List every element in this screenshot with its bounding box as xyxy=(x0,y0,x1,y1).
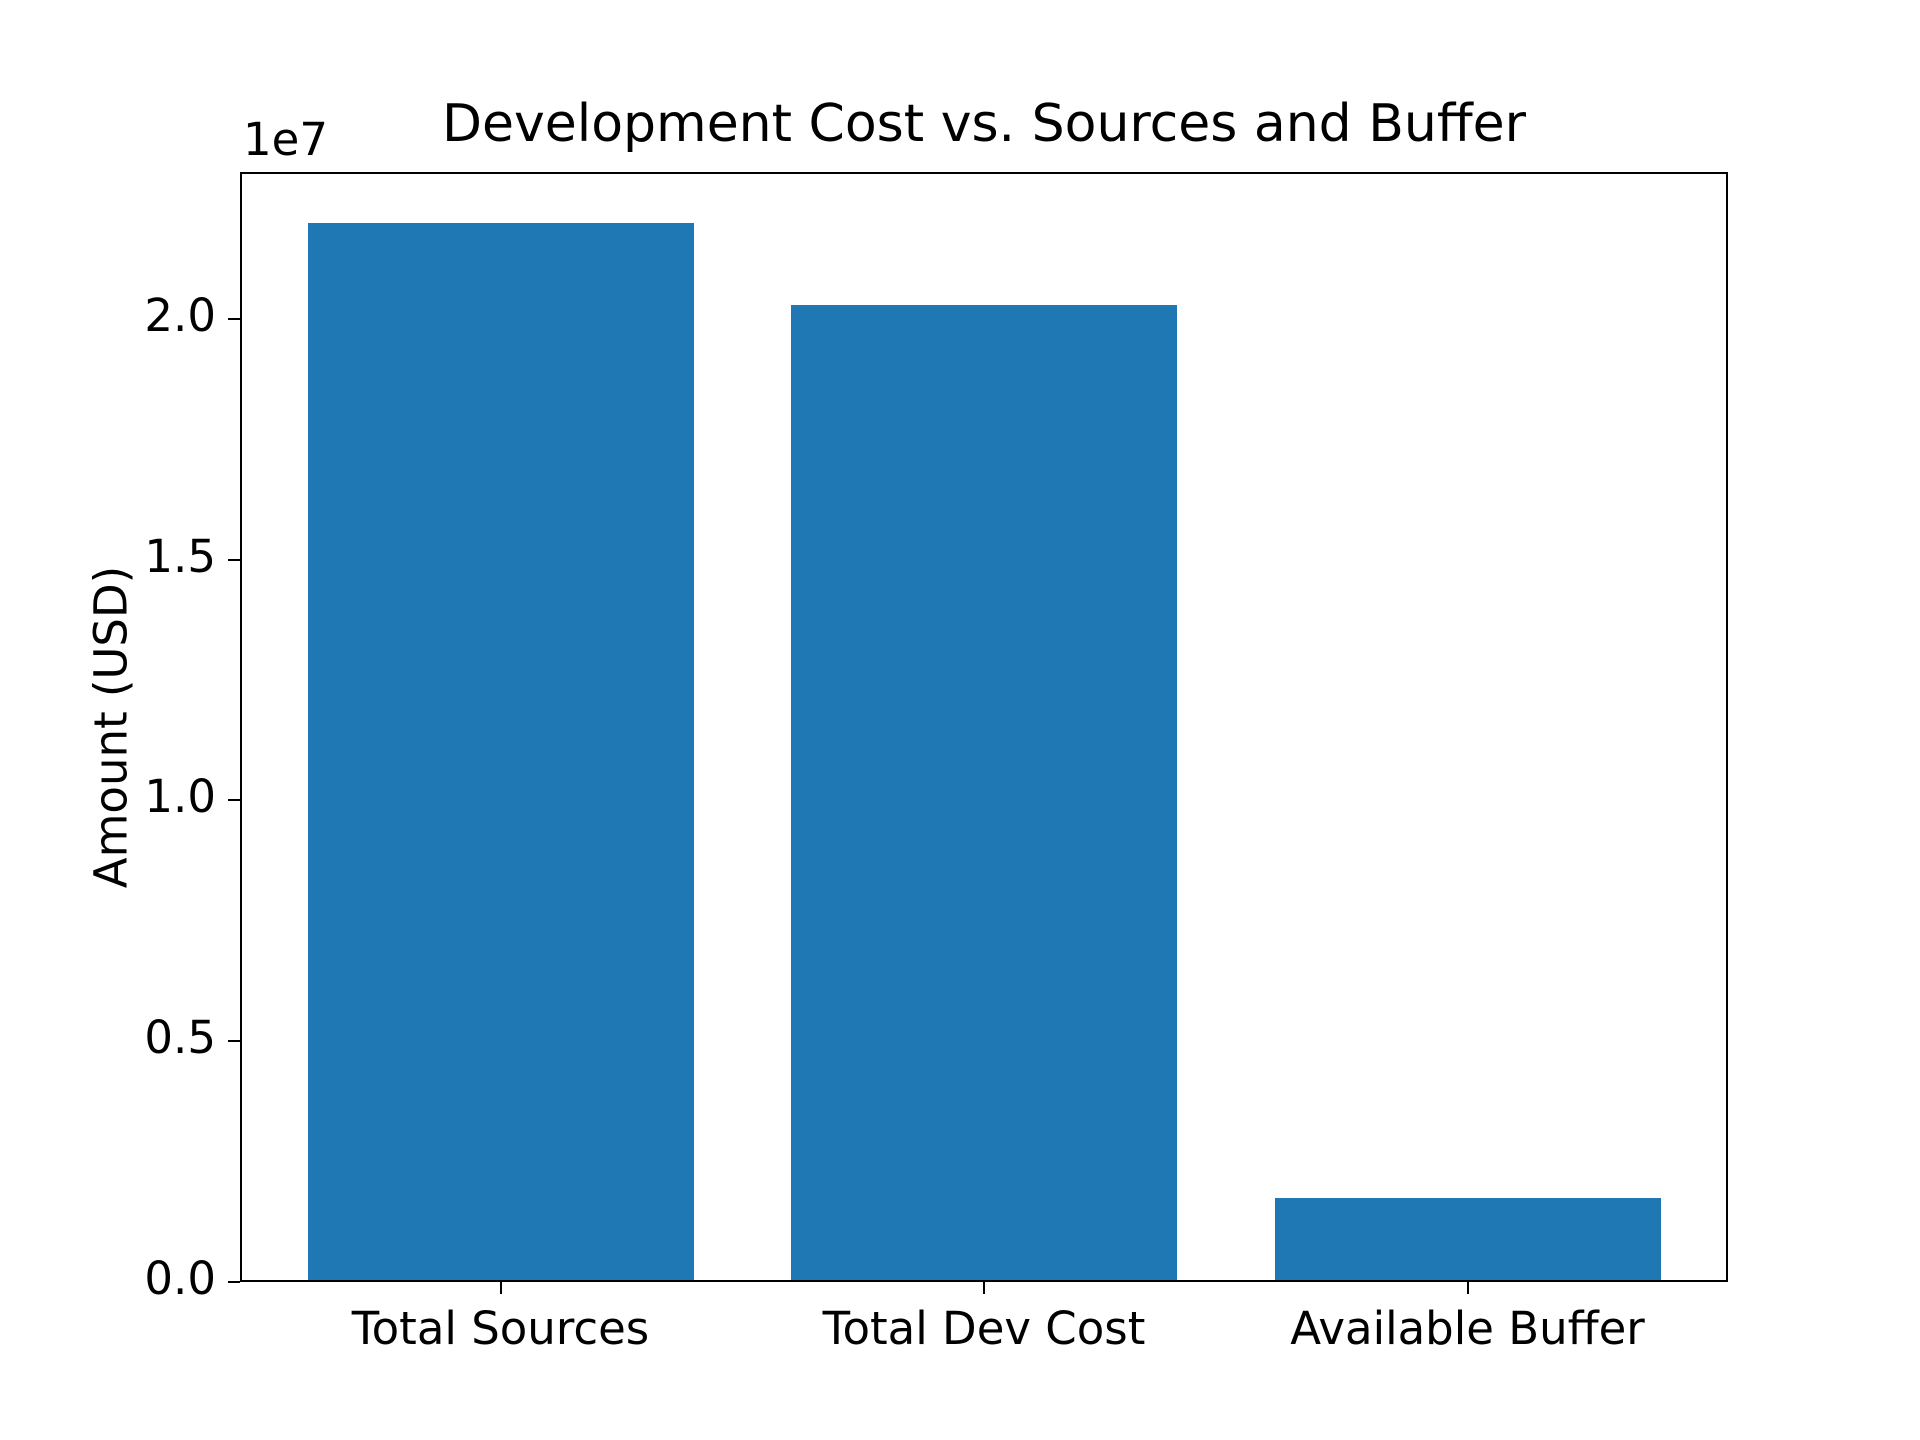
y-tick-mark xyxy=(228,1040,240,1042)
y-tick-label: 1.0 xyxy=(144,770,216,823)
x-tick-mark xyxy=(1466,1282,1469,1294)
y-tick-mark xyxy=(228,318,240,320)
x-tick-mark xyxy=(983,1282,985,1294)
y-axis-label: Amount (USD) xyxy=(84,565,138,889)
y-tick-mark xyxy=(228,799,240,801)
chart-title: Development Cost vs. Sources and Buffer xyxy=(441,94,1527,154)
y-axis-offset-text: 1e7 xyxy=(243,113,328,166)
bar xyxy=(307,223,694,1280)
x-tick-label: Available Buffer xyxy=(1290,1302,1645,1355)
x-tick-mark xyxy=(499,1282,502,1294)
y-tick-mark xyxy=(228,1281,240,1283)
y-tick-label: 0.5 xyxy=(144,1011,216,1064)
bar xyxy=(1274,1198,1661,1280)
x-tick-label: Total Dev Cost xyxy=(822,1302,1146,1355)
y-tick-label: 0.0 xyxy=(144,1252,216,1305)
plot-area xyxy=(240,172,1728,1282)
y-tick-label: 2.0 xyxy=(144,289,216,342)
y-tick-label: 1.5 xyxy=(144,530,216,583)
y-tick-mark xyxy=(228,559,240,561)
x-tick-label: Total Sources xyxy=(351,1302,650,1355)
bar xyxy=(791,305,1177,1280)
